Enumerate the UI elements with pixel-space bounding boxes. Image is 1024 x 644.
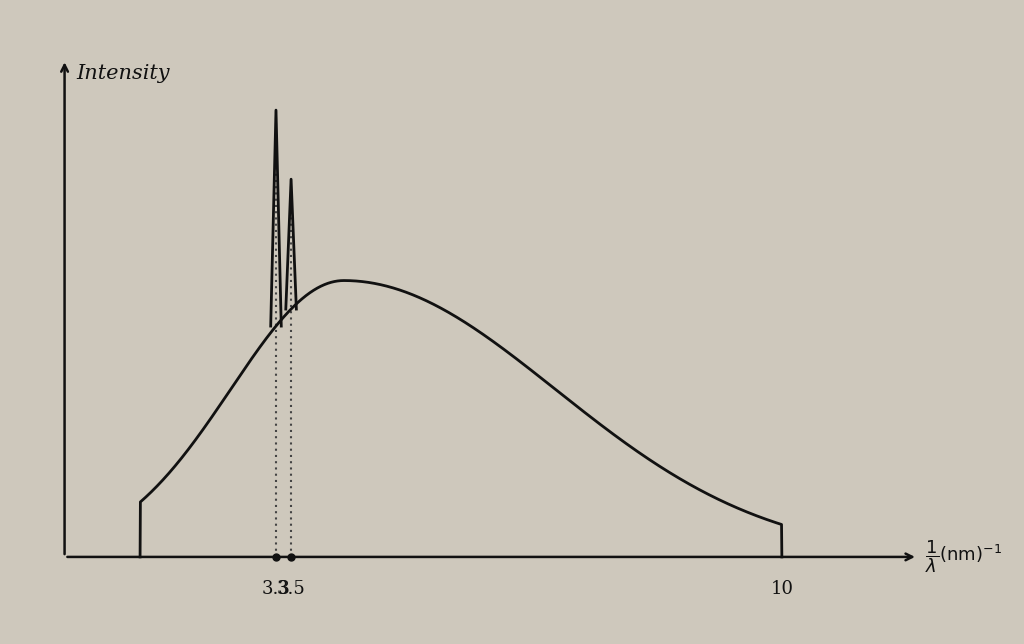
Text: 3.5: 3.5	[276, 580, 305, 598]
Text: $\dfrac{1}{\lambda}(\mathrm{nm})^{-1}$: $\dfrac{1}{\lambda}(\mathrm{nm})^{-1}$	[926, 538, 1002, 575]
Text: 10: 10	[770, 580, 794, 598]
Text: Intensity: Intensity	[76, 64, 169, 83]
Text: 3.3: 3.3	[261, 580, 291, 598]
